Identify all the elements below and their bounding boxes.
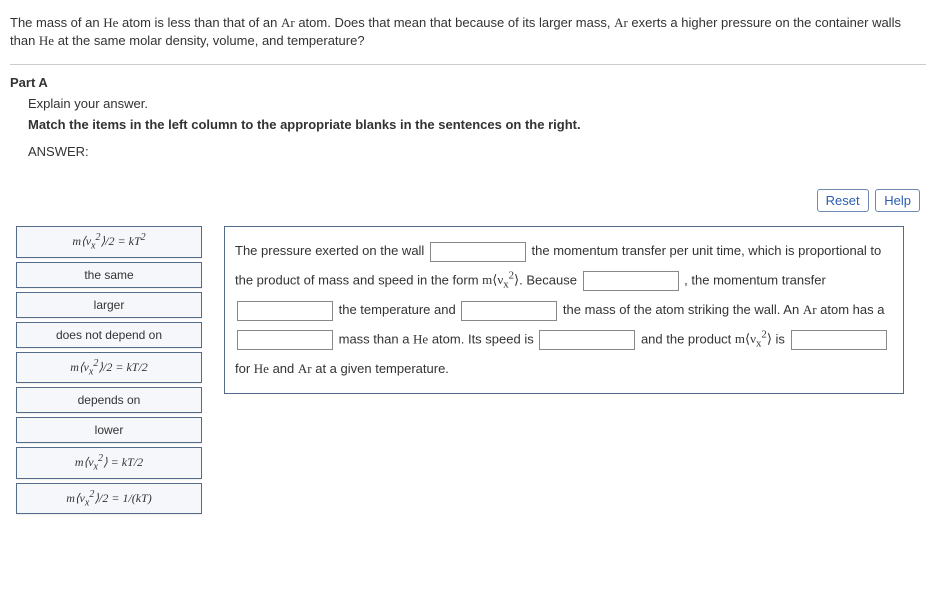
divider xyxy=(10,64,926,65)
q-tail: at the same molar density, volume, and t… xyxy=(54,33,364,48)
option-item-2[interactable]: larger xyxy=(16,292,202,318)
option-item-3[interactable]: does not depend on xyxy=(16,322,202,348)
sent-f13: at a given temperature. xyxy=(312,361,449,376)
sent-f0: The pressure exerted on the wall xyxy=(235,243,428,258)
option-label-5: depends on xyxy=(78,393,141,407)
option-label-4: m⟨νx2⟩/2 = kT/2 xyxy=(70,358,148,377)
option-label-0: m⟨νx2⟩/2 = kT2 xyxy=(72,232,145,251)
matching-area: m⟨νx2⟩/2 = kT2 the same larger does not dep… xyxy=(10,222,926,514)
sent-f6: atom has a xyxy=(817,302,885,317)
q-he: He xyxy=(103,15,118,30)
sent-he: He xyxy=(413,331,428,346)
instruction-match: Match the items in the left column to th… xyxy=(28,113,926,136)
q-he2: He xyxy=(39,33,54,48)
question-text: The mass of an He atom is less than that… xyxy=(10,10,926,60)
sent-eq2: m⟨νx2⟩ xyxy=(735,331,772,346)
option-label-3: does not depend on xyxy=(56,328,162,342)
option-label-6: lower xyxy=(95,423,124,437)
instruction-explain: Explain your answer. xyxy=(28,94,926,113)
sent-he2: He xyxy=(254,361,269,376)
sent-f11: for xyxy=(235,361,254,376)
blank-4[interactable] xyxy=(461,301,557,321)
q-mid2: atom. Does that mean that because of its… xyxy=(295,15,614,30)
option-label-7: m⟨νx2⟩ = kT/2 xyxy=(75,453,143,472)
q-pre: The mass of an xyxy=(10,15,103,30)
blank-6[interactable] xyxy=(539,330,635,350)
sent-f8: atom. Its speed is xyxy=(428,331,537,346)
q-ar: Ar xyxy=(281,15,295,30)
answer-label: ANSWER: xyxy=(28,136,926,159)
option-item-1[interactable]: the same xyxy=(16,262,202,288)
sent-ar2: Ar xyxy=(298,361,312,376)
help-button[interactable]: Help xyxy=(875,189,920,212)
sent-eq1: m⟨νx2⟩ xyxy=(482,272,519,287)
blank-1[interactable] xyxy=(430,242,526,262)
sent-ar: Ar xyxy=(803,302,817,317)
option-item-8[interactable]: m⟨νx2⟩/2 = 1/(kT) xyxy=(16,483,202,514)
option-item-0[interactable]: m⟨νx2⟩/2 = kT2 xyxy=(16,226,202,257)
option-item-4[interactable]: m⟨νx2⟩/2 = kT/2 xyxy=(16,352,202,383)
blank-5[interactable] xyxy=(237,330,333,350)
option-label-2: larger xyxy=(94,298,125,312)
option-label-8: m⟨νx2⟩/2 = 1/(kT) xyxy=(66,489,152,508)
sent-f10: is xyxy=(772,331,789,346)
sent-f9: and the product xyxy=(637,331,735,346)
blank-2[interactable] xyxy=(583,271,679,291)
option-item-7[interactable]: m⟨νx2⟩ = kT/2 xyxy=(16,447,202,478)
button-row: Reset Help xyxy=(10,159,926,222)
option-item-5[interactable]: depends on xyxy=(16,387,202,413)
sent-f7: mass than a xyxy=(335,331,413,346)
sent-f3: , the momentum transfer xyxy=(681,272,826,287)
sent-f4: the temperature and xyxy=(335,302,459,317)
sent-f12: and xyxy=(269,361,298,376)
option-label-1: the same xyxy=(84,268,133,282)
sent-f2: . Because xyxy=(519,272,580,287)
sent-f5: the mass of the atom striking the wall. … xyxy=(559,302,803,317)
reset-button[interactable]: Reset xyxy=(817,189,869,212)
q-mid1: atom is less than that of an xyxy=(118,15,281,30)
sentence-box: The pressure exerted on the wall the mom… xyxy=(224,226,904,393)
part-a-label: Part A xyxy=(10,69,926,94)
q-ar2: Ar xyxy=(614,15,628,30)
option-item-6[interactable]: lower xyxy=(16,417,202,443)
blank-3[interactable] xyxy=(237,301,333,321)
options-column: m⟨νx2⟩/2 = kT2 the same larger does not dep… xyxy=(16,226,202,514)
blank-7[interactable] xyxy=(791,330,887,350)
